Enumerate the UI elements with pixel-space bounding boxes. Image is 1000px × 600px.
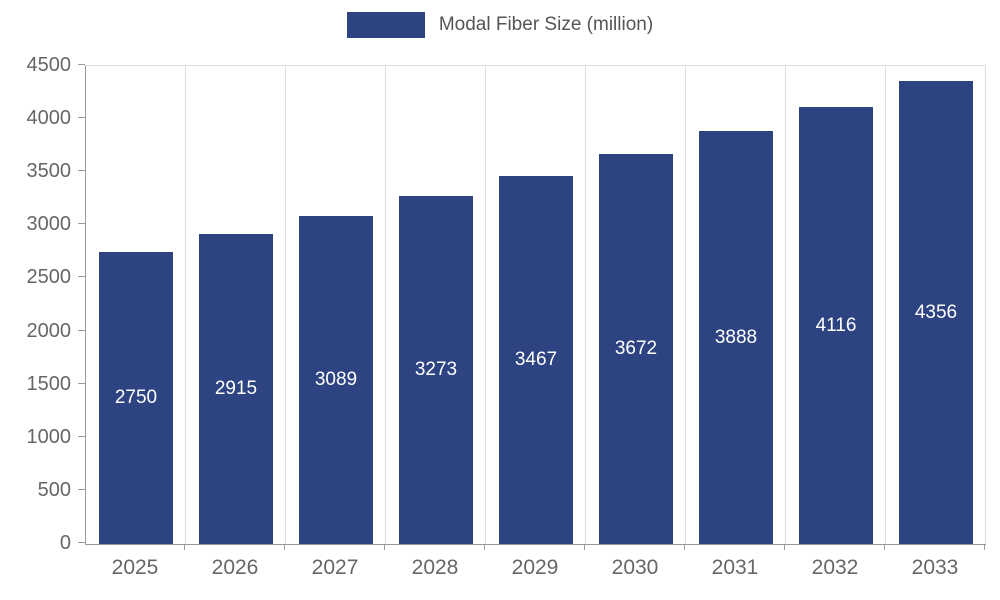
bar-value-label: 4356 xyxy=(914,301,958,323)
gridline xyxy=(385,66,386,544)
y-tick-mark xyxy=(78,382,85,384)
y-tick-label: 4500 xyxy=(26,54,72,76)
x-tick-mark xyxy=(684,544,685,550)
y-tick-label: 3500 xyxy=(26,160,72,183)
bar-2025: 2750 xyxy=(99,252,173,544)
bar-2027: 3089 xyxy=(299,216,373,544)
y-tick-label: 2000 xyxy=(26,319,72,342)
x-tick-mark xyxy=(884,544,885,550)
gridline xyxy=(685,66,686,544)
bar-2030: 3672 xyxy=(599,154,673,544)
y-tick-mark xyxy=(78,542,85,543)
y-tick-label: 500 xyxy=(37,478,71,501)
gridline xyxy=(885,66,886,544)
bar-value-label: 4116 xyxy=(815,314,857,336)
bar-2029: 3467 xyxy=(499,176,573,544)
y-tick-label: 4000 xyxy=(26,107,72,130)
bar-value-label: 3672 xyxy=(614,338,658,359)
bar-2032: 4116 xyxy=(799,107,873,544)
bar-value-label: 3888 xyxy=(714,326,758,348)
gridline xyxy=(185,66,186,544)
x-tick-label: 2025 xyxy=(111,556,159,579)
y-tick-mark xyxy=(78,64,85,65)
x-axis: 2025 2026 2027 2028 2029 2030 2031 2032 2033 xyxy=(85,544,985,594)
y-tick-mark xyxy=(78,223,85,225)
bar-value-label: 3467 xyxy=(514,349,558,370)
bar-2026: 2915 xyxy=(199,234,273,544)
y-tick-mark xyxy=(78,329,85,331)
legend: Modal Fiber Size (million) xyxy=(0,12,1000,38)
gridline xyxy=(585,66,586,544)
bar-value-label: 3089 xyxy=(314,369,358,390)
y-tick-mark xyxy=(78,170,85,172)
x-tick-mark xyxy=(984,544,985,550)
x-tick-mark xyxy=(784,544,785,550)
gridline xyxy=(285,66,286,544)
x-tick-label: 2033 xyxy=(911,556,959,579)
x-tick-label: 2028 xyxy=(411,556,459,579)
y-tick-mark xyxy=(78,435,85,437)
legend-label: Modal Fiber Size (million) xyxy=(438,14,654,35)
gridline xyxy=(985,66,986,544)
x-tick-label: 2031 xyxy=(711,556,759,579)
x-tick-label: 2026 xyxy=(211,556,259,579)
x-tick-label: 2027 xyxy=(311,556,359,579)
y-tick-mark xyxy=(78,276,85,278)
y-tick-label: 1500 xyxy=(26,372,72,395)
x-tick-label: 2030 xyxy=(611,556,659,579)
y-tick-label: 3000 xyxy=(26,213,72,236)
y-axis: 0 500 1000 1500 2000 2500 3000 3500 4000 4500 xyxy=(0,54,85,554)
y-tick-mark xyxy=(78,117,85,119)
y-tick-label: 2500 xyxy=(26,266,72,289)
gridline xyxy=(785,66,786,544)
bar-value-label: 2750 xyxy=(114,387,158,408)
bar-value-label: 3273 xyxy=(414,359,458,380)
x-tick-mark xyxy=(584,544,585,550)
x-tick-mark xyxy=(284,544,285,550)
bar-2033: 4356 xyxy=(899,81,973,544)
plot-area: 2750 2915 3089 3273 3467 3672 3888 4116 4356 xyxy=(85,65,986,545)
legend-swatch xyxy=(346,12,425,38)
y-tick-mark xyxy=(78,488,85,490)
x-tick-mark xyxy=(384,544,385,550)
x-tick-label: 2029 xyxy=(511,556,559,579)
x-tick-label: 2032 xyxy=(811,556,859,579)
bar-value-label: 2915 xyxy=(214,378,258,399)
bar-2028: 3273 xyxy=(399,196,473,544)
gridline xyxy=(485,66,486,544)
y-tick-label: 1000 xyxy=(26,425,72,448)
y-tick-label: 0 xyxy=(59,532,71,554)
x-tick-mark xyxy=(484,544,485,550)
bar-2031: 3888 xyxy=(699,131,773,544)
x-tick-mark xyxy=(184,544,185,550)
